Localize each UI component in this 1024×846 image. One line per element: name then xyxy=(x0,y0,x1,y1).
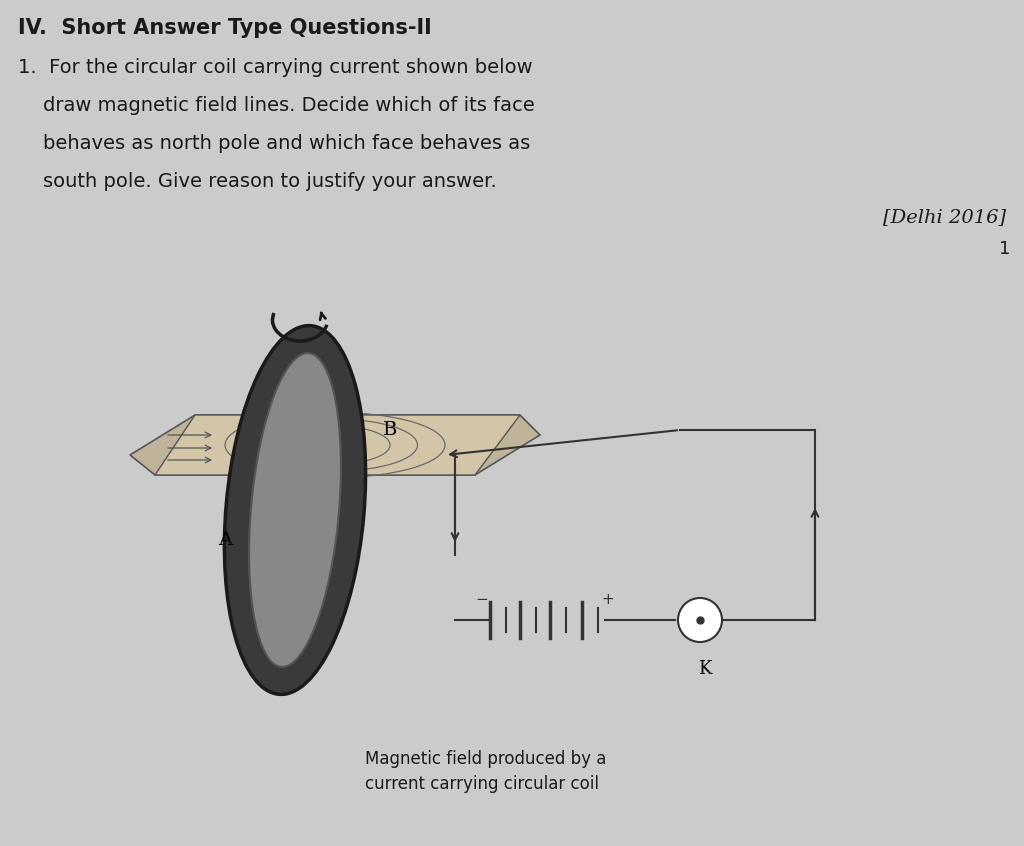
Ellipse shape xyxy=(224,326,366,695)
Ellipse shape xyxy=(249,353,341,667)
Text: IV.  Short Answer Type Questions-II: IV. Short Answer Type Questions-II xyxy=(18,18,432,38)
Text: behaves as north pole and which face behaves as: behaves as north pole and which face beh… xyxy=(18,134,530,153)
Text: 1.  For the circular coil carrying current shown below: 1. For the circular coil carrying curren… xyxy=(18,58,532,77)
Text: [Delhi 2016]: [Delhi 2016] xyxy=(883,208,1006,226)
Text: Magnetic field produced by a: Magnetic field produced by a xyxy=(365,750,606,768)
Text: current carrying circular coil: current carrying circular coil xyxy=(365,775,599,793)
Text: draw magnetic field lines. Decide which of its face: draw magnetic field lines. Decide which … xyxy=(18,96,535,115)
Text: 1: 1 xyxy=(998,240,1010,258)
Text: south pole. Give reason to justify your answer.: south pole. Give reason to justify your … xyxy=(18,172,497,191)
Text: −: − xyxy=(475,592,488,607)
Circle shape xyxy=(678,598,722,642)
Text: B: B xyxy=(383,421,397,439)
Text: K: K xyxy=(698,660,712,678)
Text: +: + xyxy=(602,592,614,607)
Text: A: A xyxy=(218,531,232,549)
Polygon shape xyxy=(155,415,520,475)
Polygon shape xyxy=(130,415,540,475)
